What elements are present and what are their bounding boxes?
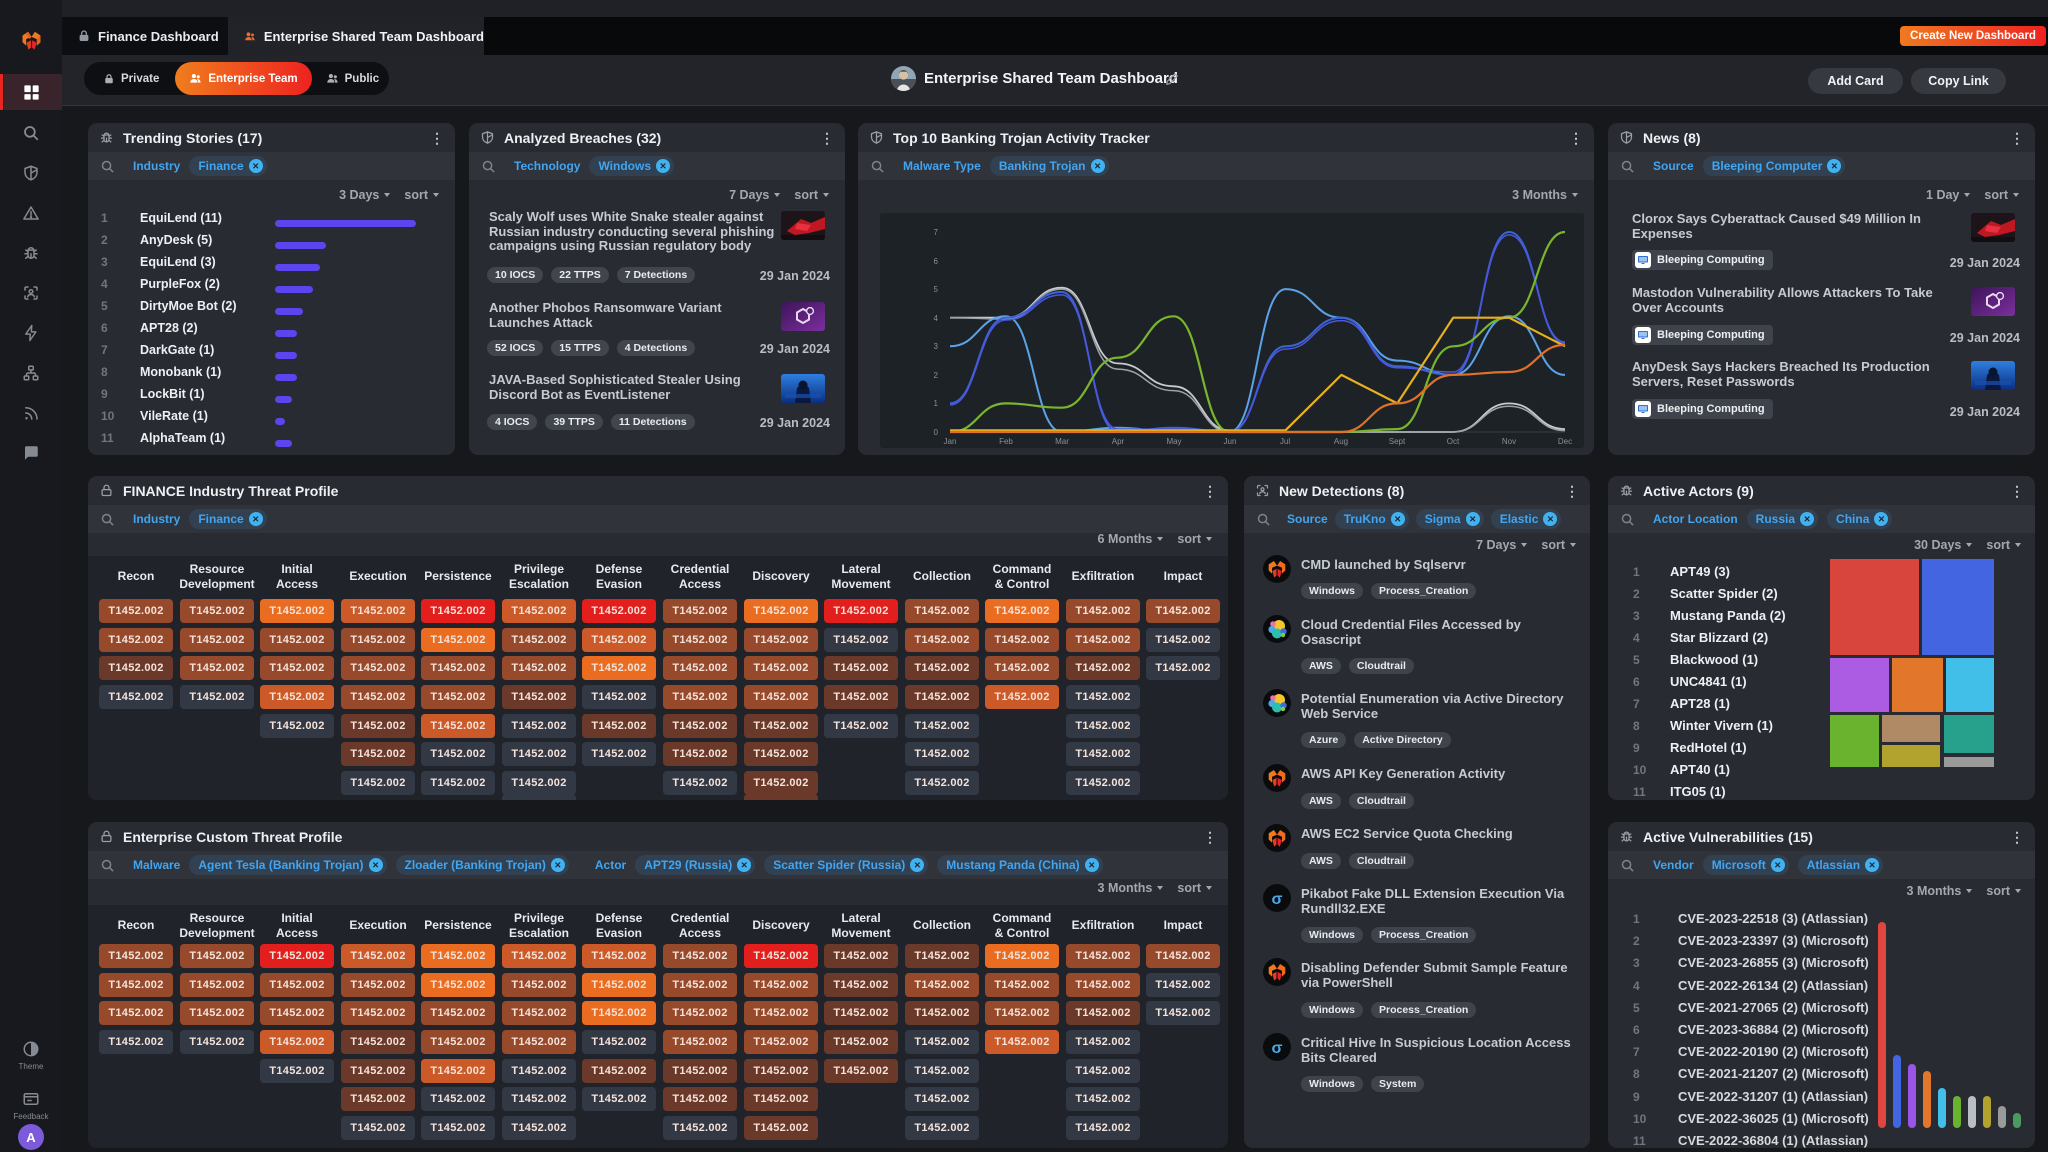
- svg-text:Jul: Jul: [1280, 437, 1290, 446]
- svg-text:May: May: [1166, 437, 1181, 446]
- svg-text:0: 0: [934, 428, 939, 437]
- svg-text:Sept: Sept: [1389, 437, 1406, 446]
- svg-text:Oct: Oct: [1447, 437, 1460, 446]
- svg-text:σ: σ: [1272, 1040, 1283, 1057]
- svg-text:Apr: Apr: [1112, 437, 1125, 446]
- svg-text:6: 6: [934, 257, 939, 266]
- svg-text:Dec: Dec: [1558, 437, 1572, 446]
- svg-text:4: 4: [934, 314, 939, 323]
- svg-text:Jan: Jan: [944, 437, 957, 446]
- svg-text:5: 5: [934, 285, 939, 294]
- svg-text:Jun: Jun: [1224, 437, 1237, 446]
- svg-text:Feb: Feb: [999, 437, 1013, 446]
- svg-text:Mar: Mar: [1055, 437, 1069, 446]
- svg-text:Nov: Nov: [1502, 437, 1516, 446]
- svg-text:1: 1: [934, 399, 939, 408]
- svg-text:Aug: Aug: [1334, 437, 1348, 446]
- svg-text:7: 7: [934, 228, 939, 237]
- svg-text:3: 3: [934, 342, 939, 351]
- svg-text:σ: σ: [1272, 891, 1283, 908]
- svg-text:2: 2: [934, 371, 939, 380]
